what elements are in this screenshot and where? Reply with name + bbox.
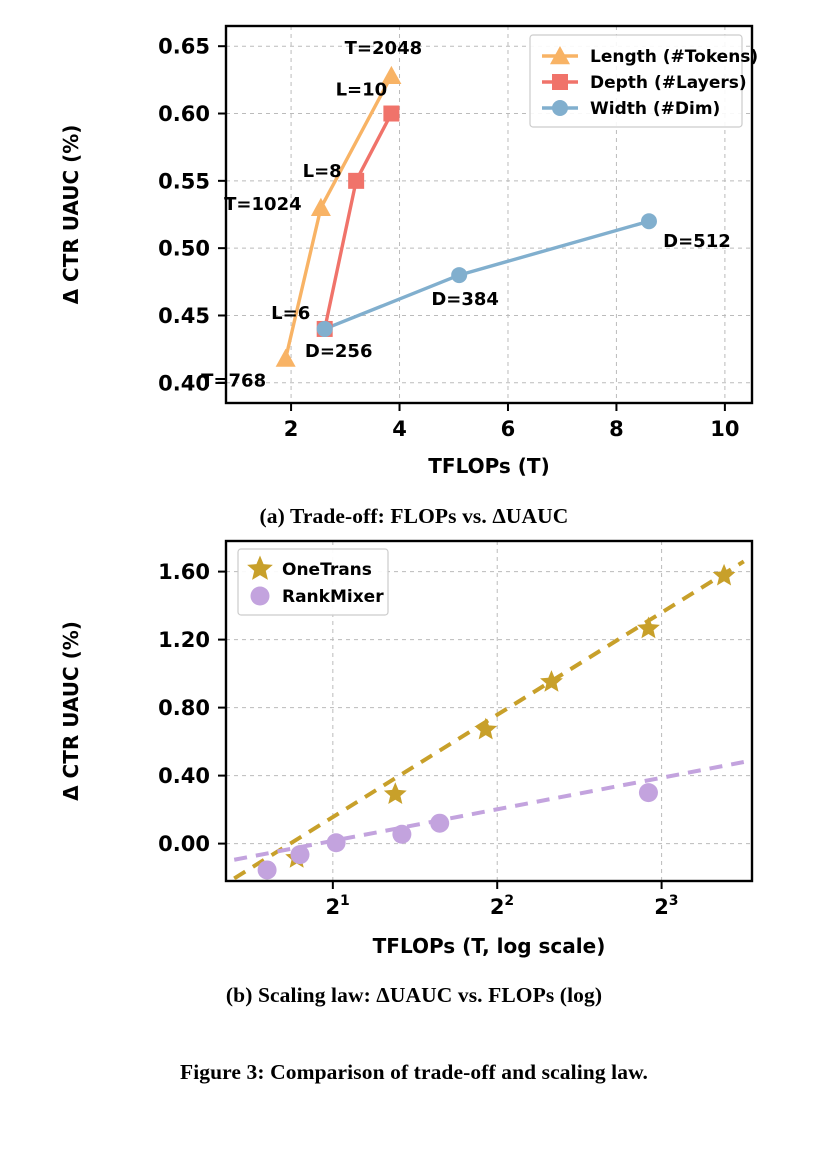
data-point-marker <box>290 845 310 865</box>
legend-box <box>237 548 389 616</box>
chart-a-legend: Length (#Tokens) Depth (#Layers) Width (#D… <box>529 34 758 128</box>
data-point-marker <box>638 783 658 803</box>
x-tick-label-exponent: 1 <box>340 893 350 909</box>
data-point-label: D=256 <box>305 341 373 362</box>
data-point-marker <box>474 717 498 740</box>
y-axis-title: Δ CTR UAUC (%) <box>59 125 83 305</box>
legend-label: Width (#Dim) <box>590 99 720 119</box>
data-point-label: L=8 <box>303 161 342 182</box>
series-line <box>322 219 651 331</box>
legend-marker <box>552 74 568 90</box>
x-tick-label: 2 <box>654 895 669 919</box>
x-axis-title: TFLOPs (T) <box>428 454 549 478</box>
trend-line <box>233 760 745 862</box>
plot-frame <box>224 539 754 883</box>
data-point-label: T=768 <box>201 371 266 392</box>
series-line <box>322 111 394 331</box>
y-tick-label: 0.40 <box>158 371 210 395</box>
data-point-marker <box>275 348 296 367</box>
data-point-marker <box>348 172 365 189</box>
y-tick-label: 1.20 <box>158 628 210 652</box>
x-tick-label-exponent: 2 <box>504 893 514 909</box>
y-tick-label: 0.55 <box>158 169 210 193</box>
data-point-marker <box>712 563 736 586</box>
data-point-marker <box>540 670 563 692</box>
data-point-marker <box>430 813 450 833</box>
y-tick-label: 0.80 <box>158 696 210 720</box>
data-point-marker <box>392 824 412 844</box>
legend-label: RankMixer <box>282 587 384 607</box>
legend-label: Length (#Tokens) <box>590 47 758 67</box>
legend-label: Depth (#Layers) <box>590 73 747 93</box>
figure-caption: Figure 3: Comparison of trade-off and sc… <box>179 1060 649 1084</box>
data-point-label: L=6 <box>271 303 310 324</box>
panel-a-subcaption: (a) Trade-off: FLOPs vs. ΔUAUC <box>259 504 569 528</box>
y-tick-label: 0.65 <box>158 35 210 59</box>
panel-b-subcaption: (b) Scaling law: ΔUAUC vs. FLOPs (log) <box>225 983 603 1007</box>
data-point-marker <box>383 105 400 122</box>
data-point-marker <box>316 320 333 337</box>
data-point-label: T=2048 <box>345 38 422 59</box>
data-point-marker <box>640 213 657 230</box>
y-tick-label: 1.60 <box>158 560 210 584</box>
y-tick-label: 0.45 <box>158 304 210 328</box>
chart-b-legend: OneTrans RankMixer <box>237 548 389 616</box>
x-tick-label: 2 <box>490 895 505 919</box>
legend-label: OneTrans <box>282 560 372 580</box>
chart-a-plot-area: 2 4 6 8 10 0.40 0.45 0.50 0.55 0.60 0.65 TFLOPs (T)… <box>34 8 794 478</box>
legend-marker <box>550 46 570 65</box>
x-tick-label: 2 <box>326 895 341 919</box>
trade-off-chart: 2 4 6 8 10 0.40 0.45 0.50 0.55 0.60 0.65 TFLOPs (T)… <box>59 24 758 478</box>
data-point-marker <box>257 860 277 880</box>
y-tick-label: 0.00 <box>158 832 210 856</box>
data-point-label: D=384 <box>431 289 499 310</box>
data-point-marker <box>637 616 660 639</box>
chart-b-plot-area: 2 1 2 2 2 3 0.00 0.40 0.80 1.20 1.60 TFLOPs (T, log… <box>34 529 794 959</box>
y-tick-label: 0.60 <box>158 102 210 126</box>
x-axis-title: TFLOPs (T, log scale) <box>373 934 606 958</box>
x-tick-label: 8 <box>609 417 624 441</box>
x-tick-label: 10 <box>710 417 739 441</box>
data-point-marker <box>383 782 407 805</box>
x-tick-label-exponent: 3 <box>669 893 679 909</box>
data-point-marker <box>326 833 346 853</box>
y-tick-label: 0.40 <box>158 764 210 788</box>
plot-frame <box>224 24 754 405</box>
data-point-label: T=1024 <box>224 194 301 215</box>
legend-marker <box>247 555 273 580</box>
data-point-label: D=512 <box>663 231 731 252</box>
data-point-label: L=10 <box>336 80 388 101</box>
data-point-marker <box>381 65 402 85</box>
panel-a: 2 4 6 8 10 0.40 0.45 0.50 0.55 0.60 0.65 TFLOPs (T)… <box>0 8 828 529</box>
y-tick-label: 0.50 <box>158 237 210 261</box>
trend-line <box>233 559 745 881</box>
legend-box <box>529 34 743 128</box>
x-tick-label: 4 <box>392 417 407 441</box>
y-axis-title: Δ CTR UAUC (%) <box>59 621 83 801</box>
panel-b: 2 1 2 2 2 3 0.00 0.40 0.80 1.20 1.60 TFLOPs (T, log… <box>0 529 828 1008</box>
legend-marker <box>250 586 270 606</box>
data-point-marker <box>451 267 468 284</box>
legend-marker <box>552 100 568 116</box>
x-tick-label: 2 <box>284 417 299 441</box>
x-tick-label: 6 <box>501 417 516 441</box>
data-point-marker <box>310 197 331 216</box>
